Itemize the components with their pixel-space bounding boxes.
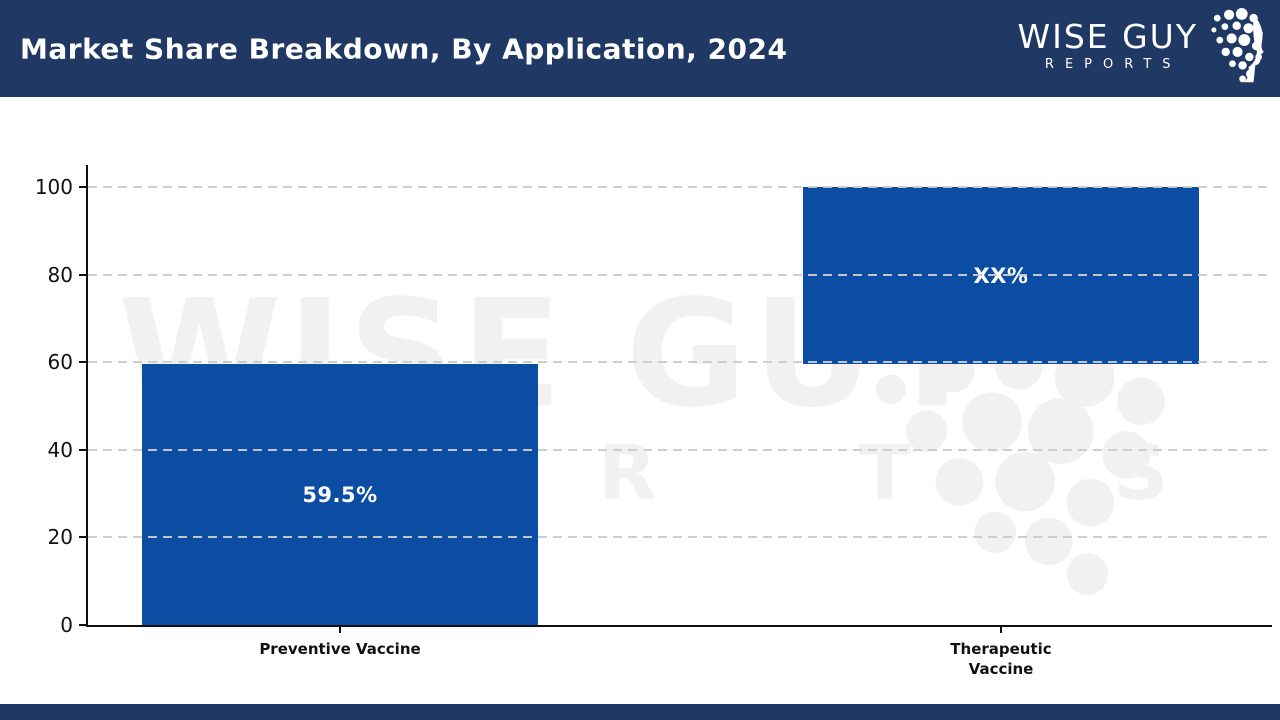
gridline-y-80 (88, 273, 1272, 276)
footer-banner (0, 704, 1280, 720)
y-axis-tick (79, 273, 87, 276)
x-axis-line (86, 625, 1272, 627)
y-axis-tick (79, 186, 87, 188)
gridline-y-100 (88, 186, 1272, 188)
y-axis-tick (79, 361, 87, 364)
x-axis-category-label: Therapeutic Vaccine (950, 640, 1052, 679)
bar-value-label: 59.5% (302, 482, 378, 507)
x-axis-category-label: Preventive Vaccine (259, 640, 421, 658)
y-axis-line (86, 165, 88, 627)
gridline-y-40 (88, 448, 1272, 451)
page-title: Market Share Breakdown, By Application, … (20, 32, 788, 65)
y-axis-tick-label: 60 (47, 350, 73, 375)
dotted-face-icon (1211, 8, 1264, 83)
y-axis-tick-label: 80 (47, 262, 73, 287)
x-axis-tick (339, 625, 341, 633)
y-axis-tick-label: 40 (47, 437, 73, 462)
header-banner: Market Share Breakdown, By Application, … (0, 0, 1280, 97)
plot-area: 59.5% Preventive Vaccine XX% Therapeutic Vac… (0, 97, 1280, 705)
y-axis-tick-label: 20 (47, 525, 73, 550)
y-axis-tick (79, 624, 87, 626)
brand-name: WISE GUY (1017, 17, 1198, 57)
x-axis-tick (1000, 625, 1002, 633)
brand-logo-text: WISE GUY REPORTS (1017, 20, 1198, 72)
bar-value-label: XX% (973, 263, 1029, 288)
bar-therapeutic-vaccine: XX% (803, 187, 1199, 365)
bar-preventive-vaccine: 59.5% (142, 364, 538, 625)
y-axis-tick-label: 0 (60, 613, 73, 637)
gridline-y-60 (88, 361, 1272, 364)
brand-tagline: REPORTS (1044, 56, 1182, 72)
brand-logo: WISE GUY REPORTS (1017, 8, 1266, 84)
gridline-y-20 (88, 536, 1272, 539)
y-axis-tick-label: 100 (34, 175, 73, 199)
y-axis-tick (79, 448, 87, 451)
y-axis-tick (79, 536, 87, 539)
